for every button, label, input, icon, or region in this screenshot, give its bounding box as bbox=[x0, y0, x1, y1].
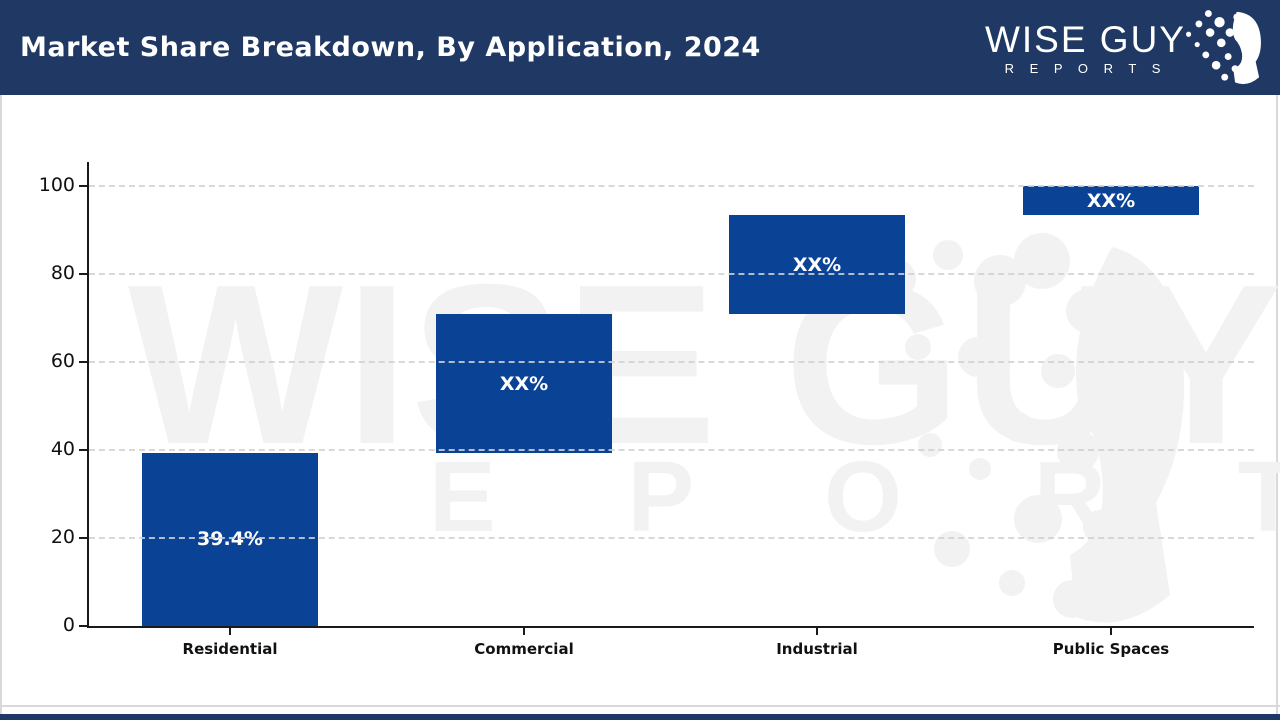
x-tick-mark-4 bbox=[1110, 627, 1112, 635]
frame-left-edge bbox=[0, 95, 2, 714]
y-tick-mark-0 bbox=[79, 625, 87, 627]
y-tick-mark-40 bbox=[79, 449, 87, 451]
x-tick-mark-1 bbox=[229, 627, 231, 635]
y-tick-mark-100 bbox=[79, 185, 87, 187]
y-tick-label-40: 40 bbox=[50, 438, 75, 460]
x-tick-mark-3 bbox=[816, 627, 818, 635]
plot-background: WISE GUY R E P O R T S 39.4%XX%XX%XX% bbox=[0, 95, 1280, 714]
x-tick-mark-2 bbox=[523, 627, 525, 635]
y-tick-label-100: 100 bbox=[38, 174, 75, 196]
y-tick-label-20: 20 bbox=[50, 526, 75, 548]
bar-industrial: XX% bbox=[729, 215, 905, 315]
gridline-40 bbox=[89, 449, 1254, 451]
footer-bar bbox=[0, 714, 1280, 720]
y-axis-spine bbox=[87, 162, 89, 628]
x-category-label-industrial: Industrial bbox=[776, 640, 858, 658]
bar-value-label: XX% bbox=[499, 372, 549, 395]
bar-value-label: 39.4% bbox=[197, 528, 263, 551]
y-tick-label-80: 80 bbox=[50, 262, 75, 284]
x-category-label-commercial: Commercial bbox=[474, 640, 574, 658]
chart-title: Market Share Breakdown, By Application, … bbox=[20, 32, 761, 63]
bar-value-label: XX% bbox=[1086, 189, 1136, 212]
logo-wordmark: WISE GUY bbox=[984, 19, 1186, 60]
y-tick-mark-80 bbox=[79, 273, 87, 275]
x-category-label-residential: Residential bbox=[182, 640, 278, 658]
logo-face-icon bbox=[1186, 10, 1261, 85]
bar-residential: 39.4% bbox=[142, 452, 318, 626]
logo-subtitle: R E P O R T S bbox=[1004, 61, 1167, 76]
header: Market Share Breakdown, By Application, … bbox=[0, 0, 1280, 95]
bar-public-spaces: XX% bbox=[1023, 186, 1199, 216]
gridline-20 bbox=[89, 537, 1254, 539]
y-tick-label-0: 0 bbox=[62, 614, 75, 636]
y-tick-label-60: 60 bbox=[50, 350, 75, 372]
frame-bottom-edge bbox=[0, 705, 1280, 707]
frame-right-edge bbox=[1276, 95, 1278, 714]
bar-commercial: XX% bbox=[436, 314, 612, 453]
y-tick-mark-20 bbox=[79, 537, 87, 539]
bar-value-label: XX% bbox=[792, 253, 842, 276]
gridline-80 bbox=[89, 273, 1254, 275]
logo-text: WISE GUY R E P O R T S bbox=[985, 21, 1186, 75]
x-category-label-public-spaces: Public Spaces bbox=[1052, 640, 1170, 658]
x-axis-spine bbox=[87, 626, 1254, 628]
wise-guy-reports-logo: WISE GUY R E P O R T S bbox=[985, 4, 1266, 92]
gridline-100 bbox=[89, 185, 1254, 187]
gridline-60 bbox=[89, 361, 1254, 363]
y-tick-mark-60 bbox=[79, 361, 87, 363]
